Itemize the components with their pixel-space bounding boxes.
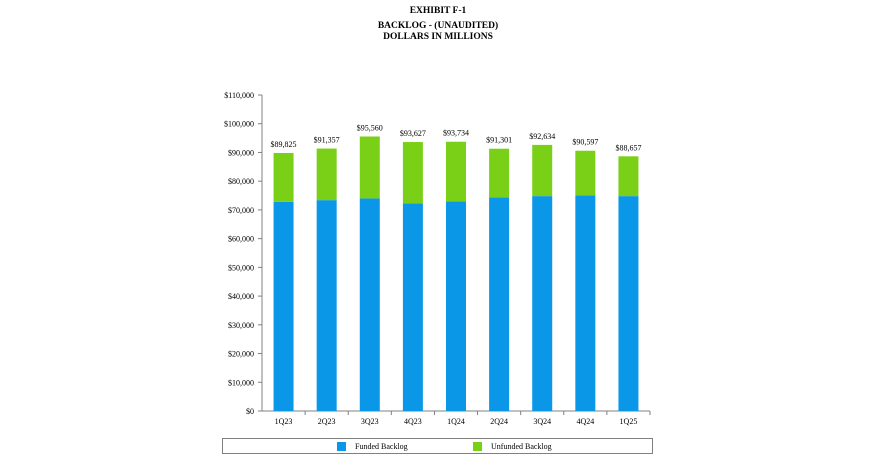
bar-unfunded — [532, 144, 553, 197]
y-tick-label: $40,000 — [228, 292, 254, 301]
bar-total-label: $91,301 — [486, 136, 512, 145]
y-tick-label: $70,000 — [228, 206, 254, 215]
bar-total-label: $92,634 — [529, 132, 555, 141]
x-tick-label: 1Q23 — [275, 417, 293, 426]
x-tick-label: 1Q24 — [447, 417, 465, 426]
legend-label-funded: Funded Backlog — [355, 442, 408, 451]
x-tick-label: 3Q23 — [361, 417, 379, 426]
y-tick-label: $90,000 — [228, 148, 254, 157]
exhibit-label: EXHIBIT F-1 — [409, 6, 467, 16]
bar-total-label: $88,657 — [615, 143, 641, 152]
bar-unfunded — [316, 148, 337, 201]
bar-funded — [618, 196, 639, 411]
bar-total-label: $93,627 — [400, 129, 426, 138]
bar-funded — [489, 197, 510, 411]
bar-funded — [575, 195, 596, 411]
bar-funded — [273, 201, 294, 411]
bar-unfunded — [575, 150, 596, 196]
y-tick-label: $0 — [246, 407, 254, 416]
x-tick-label: 2Q23 — [318, 417, 336, 426]
bar-total-label: $95,560 — [357, 123, 383, 132]
y-tick-label: $80,000 — [228, 177, 254, 186]
bar-unfunded — [446, 141, 466, 202]
bar-funded — [402, 203, 423, 411]
bar-total-label: $93,734 — [443, 129, 469, 138]
legend-label-unfunded: Unfunded Backlog — [491, 442, 552, 451]
bar-total-label: $89,825 — [271, 140, 297, 149]
y-tick-label: $30,000 — [228, 321, 254, 330]
chart-title: BACKLOG - (UNAUDITED) — [377, 21, 499, 31]
x-tick-label: 2Q24 — [490, 417, 508, 426]
bar-funded — [446, 201, 466, 411]
chart-legend: Funded Backlog Unfunded Backlog — [222, 438, 653, 454]
legend-swatch-funded — [337, 442, 346, 451]
bar-funded — [532, 196, 553, 411]
chart-titles: EXHIBIT F-1 BACKLOG - (UNAUDITED) DOLLAR… — [0, 6, 876, 43]
x-tick-label: 3Q24 — [533, 417, 551, 426]
bar-unfunded — [359, 136, 380, 199]
x-tick-label: 4Q23 — [404, 417, 422, 426]
bar-total-label: $91,357 — [314, 136, 340, 145]
bar-unfunded — [489, 148, 510, 198]
legend-item-funded: Funded Backlog — [337, 441, 408, 452]
bar-unfunded — [273, 152, 294, 202]
chart-subtitle: DOLLARS IN MILLIONS — [383, 32, 493, 42]
legend-item-unfunded: Unfunded Backlog — [473, 441, 552, 452]
y-tick-label: $60,000 — [228, 235, 254, 244]
y-tick-label: $100,000 — [224, 120, 254, 129]
y-tick-label: $110,000 — [224, 91, 254, 100]
bar-unfunded — [402, 142, 423, 204]
x-tick-label: 1Q25 — [620, 417, 638, 426]
y-tick-label: $20,000 — [228, 350, 254, 359]
y-tick-label: $50,000 — [228, 263, 254, 272]
legend-swatch-unfunded — [473, 442, 482, 451]
bar-funded — [316, 200, 337, 411]
bar-funded — [359, 198, 380, 411]
y-tick-label: $10,000 — [228, 378, 254, 387]
x-tick-label: 4Q24 — [576, 417, 594, 426]
bar-unfunded — [618, 156, 639, 197]
bar-total-label: $90,597 — [572, 138, 598, 147]
